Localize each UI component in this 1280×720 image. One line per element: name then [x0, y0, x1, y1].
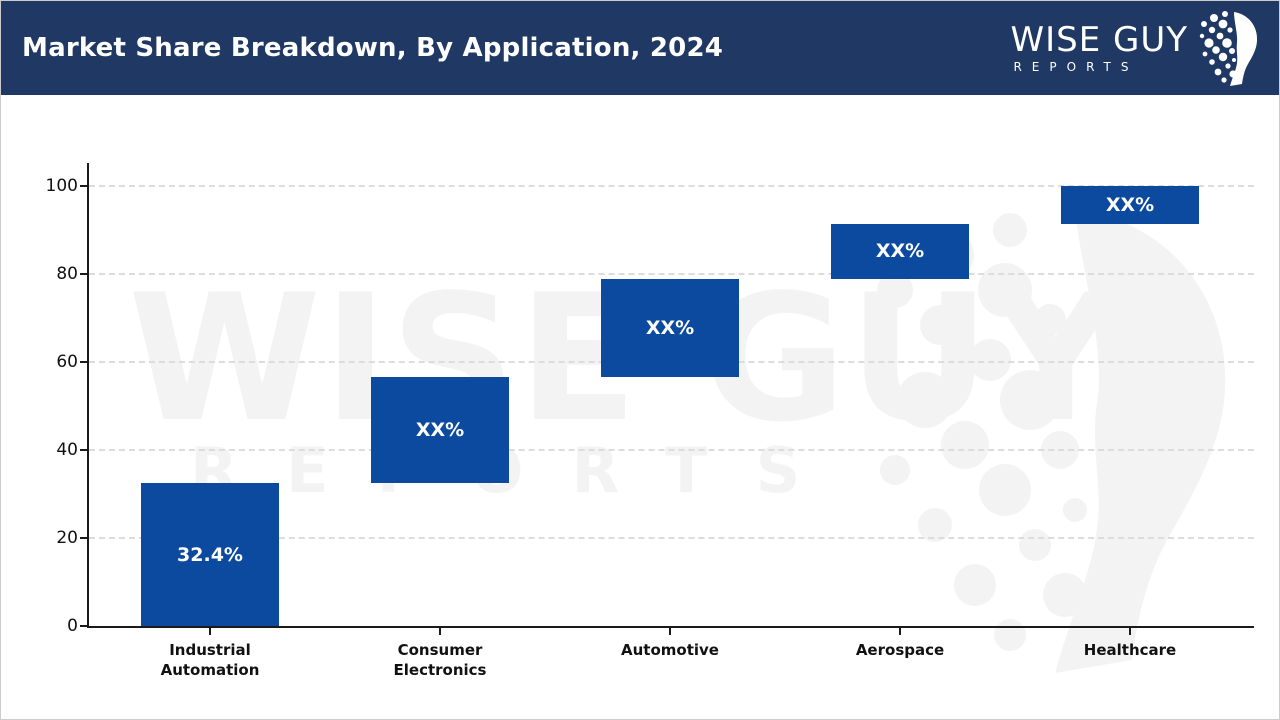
y-tick-label: 20: [56, 528, 78, 548]
gridline: [89, 273, 1254, 275]
bar: XX%: [831, 223, 969, 279]
logo-text: WISE GUY REPORTS: [1010, 23, 1188, 73]
bar-value-label: XX%: [645, 316, 695, 339]
y-tick-mark: [80, 537, 89, 539]
y-axis-spine: [87, 163, 89, 628]
bar-value-label: XX%: [415, 419, 465, 442]
bar-value-label: XX%: [1105, 193, 1155, 216]
x-tick-mark: [439, 626, 441, 635]
x-tick-mark: [1129, 626, 1131, 635]
y-tick-label: 0: [67, 616, 78, 636]
header: Market Share Breakdown, By Application, …: [0, 0, 1280, 95]
y-tick-mark: [80, 449, 89, 451]
logo-subtitle: REPORTS: [1013, 59, 1139, 74]
bar: XX%: [1061, 186, 1199, 224]
x-category-label: Automotive: [621, 641, 719, 659]
gridline: [89, 449, 1254, 451]
x-tick-mark: [669, 626, 671, 635]
x-tick-mark: [899, 626, 901, 635]
y-tick-mark: [80, 625, 89, 627]
gridline: [89, 185, 1254, 187]
y-tick-mark: [80, 273, 89, 275]
x-category-label: Consumer Electronics: [393, 641, 487, 679]
y-tick-label: 80: [56, 264, 78, 284]
x-category-label: Aerospace: [855, 641, 945, 659]
chart-title: Market Share Breakdown, By Application, …: [22, 32, 724, 63]
bar: XX%: [601, 278, 739, 377]
y-tick-label: 100: [45, 176, 78, 196]
bar-value-label: XX%: [875, 240, 925, 263]
x-axis-spine: [87, 626, 1254, 628]
y-tick-mark: [80, 185, 89, 187]
gridline: [89, 537, 1254, 539]
bar: XX%: [371, 376, 509, 484]
x-category-label: Healthcare: [1083, 641, 1177, 659]
bar-value-label: 32.4%: [177, 543, 243, 566]
x-tick-mark: [209, 626, 211, 635]
y-tick-mark: [80, 361, 89, 363]
y-tick-label: 60: [56, 352, 78, 372]
bar: 32.4%: [141, 483, 279, 626]
logo-wordmark: WISE GUY: [1010, 19, 1188, 60]
logo-face-icon: [1199, 10, 1258, 86]
y-tick-label: 40: [56, 440, 78, 460]
wise-guy-reports-logo: WISE GUY REPORTS: [1010, 10, 1258, 86]
x-category-label: Industrial Automation: [160, 641, 260, 679]
